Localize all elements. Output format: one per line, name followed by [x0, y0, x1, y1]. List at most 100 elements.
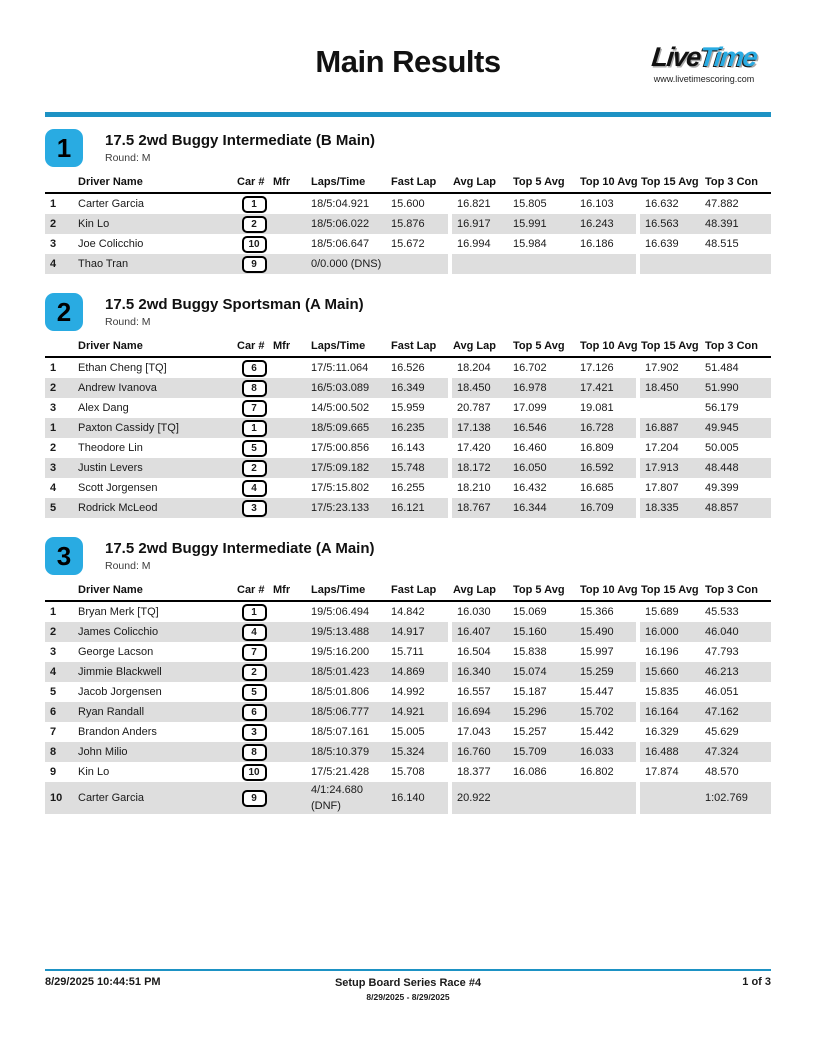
section-number-badge: 1	[45, 129, 83, 167]
cell-laps_time: 18/5:09.665	[306, 418, 386, 438]
cell-top10: 16.592	[575, 458, 636, 478]
laps-time-line1: 18/5:06.647	[311, 238, 370, 250]
cell-driver: Carter Garcia	[78, 197, 145, 210]
column-header-pos	[45, 174, 70, 194]
laps-time-line1: 18/5:06.777	[311, 706, 370, 718]
car-number-badge: 1	[241, 603, 267, 621]
cell-top5: 15.074	[508, 662, 575, 682]
laps-time-line1: 18/5:06.022	[311, 218, 370, 230]
column-header-avg: Avg Lap	[448, 582, 508, 602]
section-titles: 17.5 2wd Buggy Sportsman (A Main) Round: …	[105, 293, 364, 328]
cell-top15: 17.913	[636, 458, 700, 478]
car-number-badge: 1	[241, 195, 267, 213]
cell-laps_time: 17/5:09.182	[306, 458, 386, 478]
section-number-badge: 3	[45, 537, 83, 575]
cell-fast: 16.255	[391, 481, 425, 494]
column-header-fast: Fast Lap	[386, 338, 448, 358]
cell-mfr	[272, 782, 306, 814]
cell-top3con: 49.399	[705, 481, 739, 494]
cell-laps_time: 17/5:21.428	[306, 762, 386, 782]
laps-time-line1: 18/5:07.161	[311, 726, 370, 738]
column-header-driver: Driver Name	[70, 174, 236, 194]
report-header: Main Results LiveTime www.livetimescorin…	[0, 0, 816, 102]
result-row: 3 Alex Dang 7 14/5:00.502 15.959 20.787 17.099…	[45, 398, 771, 418]
cell-driver: Ryan Randall	[70, 702, 236, 722]
cell-mfr	[272, 478, 306, 498]
section-number-badge: 2	[45, 293, 83, 331]
laps-time-line1: 16/5:03.089	[311, 382, 370, 394]
cell-top15: 16.563	[636, 214, 700, 234]
cell-top3con: 45.629	[705, 725, 739, 738]
cell-avg: 20.787	[448, 398, 508, 418]
result-row: 7 Brandon Anders 3 18/5:07.161 15.005 17.043 1…	[45, 722, 771, 742]
column-header-driver: Driver Name	[70, 338, 236, 358]
section-header: 1 17.5 2wd Buggy Intermediate (B Main) Rou…	[45, 129, 771, 167]
cell-top10: 16.243	[575, 214, 636, 234]
column-header-top5: Top 5 Avg	[508, 174, 575, 194]
cell-avg: 18.767	[448, 498, 508, 518]
laps-time-line1: 18/5:10.379	[311, 746, 370, 758]
cell-pos: 2	[50, 441, 57, 454]
cell-car: 3	[236, 498, 272, 518]
laps-time-line1: 17/5:15.802	[311, 482, 370, 494]
cell-mfr	[272, 254, 306, 274]
cell-car: 2	[236, 458, 272, 478]
cell-driver: Justin Levers	[70, 458, 236, 478]
cell-fast: 16.526	[391, 361, 425, 374]
cell-pos: 8	[45, 742, 70, 762]
cell-top5: 15.838	[513, 645, 547, 658]
car-number-badge: 1	[241, 419, 267, 437]
result-row: 4 Thao Tran 9 0/0.000 (DNS)	[45, 254, 771, 274]
cell-driver: Ethan Cheng [TQ]	[78, 361, 167, 374]
cell-avg: 18.377	[448, 762, 508, 782]
cell-car: 6	[236, 702, 272, 722]
cell-fast: 16.235	[386, 418, 448, 438]
laps-time-line1: 19/5:13.488	[311, 626, 370, 638]
cell-top5	[508, 254, 575, 274]
cell-avg: 16.407	[448, 622, 508, 642]
car-number-badge: 2	[241, 663, 267, 681]
cell-top10: 16.103	[580, 197, 614, 210]
cell-top3con: 47.324	[700, 742, 771, 762]
result-row: 1 Bryan Merk [TQ] 1 19/5:06.494 14.842 16.030…	[45, 602, 771, 622]
car-number-badge: 8	[241, 379, 267, 397]
car-number-badge: 2	[241, 459, 267, 477]
cell-fast: 16.140	[386, 782, 448, 814]
car-number-badge: 7	[241, 643, 267, 661]
column-header-avg: Avg Lap	[448, 338, 508, 358]
column-header-fast: Fast Lap	[386, 582, 448, 602]
column-header-row: Driver Name Car # Mfr Laps/Time Fast Lap Avg …	[45, 174, 771, 194]
cell-top5: 16.344	[508, 498, 575, 518]
cell-top5: 15.805	[513, 197, 547, 210]
cell-top15: 17.902	[636, 358, 700, 378]
cell-mfr	[272, 722, 306, 742]
cell-driver: John Milio	[70, 742, 236, 762]
cell-pos: 1	[50, 361, 57, 374]
cell-fast: 16.349	[386, 378, 448, 398]
result-row: 5 Rodrick McLeod 3 17/5:23.133 16.121 18.767 1…	[45, 498, 771, 518]
cell-fast: 15.748	[386, 458, 448, 478]
cell-laps_time: 19/5:06.494	[306, 602, 386, 622]
cell-top15: 18.335	[636, 498, 700, 518]
car-number-badge: 4	[241, 479, 267, 497]
cell-mfr	[272, 378, 306, 398]
cell-avg: 16.030	[448, 602, 508, 622]
cell-car: 4	[236, 478, 272, 498]
cell-driver: Jacob Jorgensen	[78, 685, 162, 698]
cell-top3con: 48.391	[700, 214, 771, 234]
laps-time-line1: 17/5:21.428	[311, 766, 370, 778]
cell-mfr	[272, 398, 306, 418]
section-header: 2 17.5 2wd Buggy Sportsman (A Main) Round:…	[45, 293, 771, 331]
column-header-laps_time: Laps/Time	[306, 582, 386, 602]
column-header-laps_time: Laps/Time	[306, 174, 386, 194]
cell-top5: 15.257	[513, 725, 547, 738]
section-title: 17.5 2wd Buggy Sportsman (A Main)	[105, 296, 364, 313]
cell-laps_time: 19/5:16.200	[306, 642, 386, 662]
cell-top10: 15.366	[580, 605, 614, 618]
cell-top3con	[700, 254, 771, 274]
cell-top5	[508, 782, 575, 814]
cell-fast: 14.869	[386, 662, 448, 682]
cell-top3con: 51.484	[705, 361, 739, 374]
cell-top15: 18.450	[636, 378, 700, 398]
cell-top10: 15.490	[575, 622, 636, 642]
